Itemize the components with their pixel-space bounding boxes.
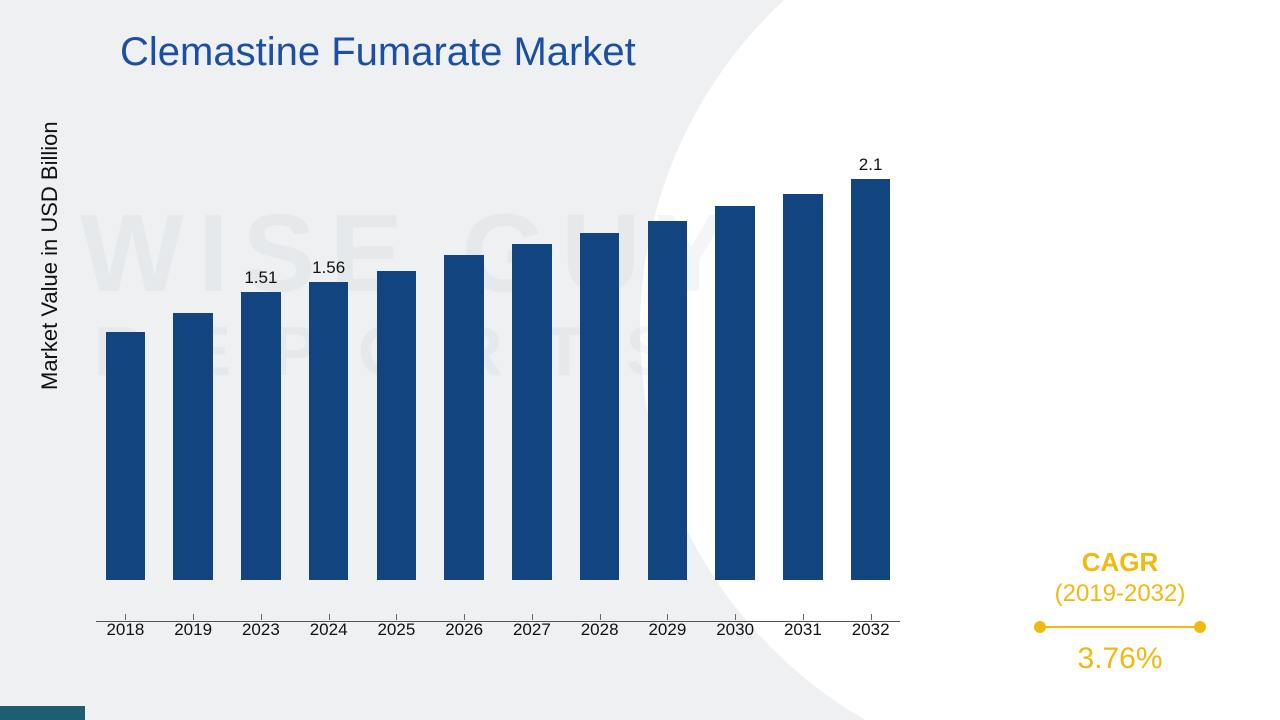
plot-area: 1.51 1.56 2.1: [96, 160, 900, 580]
bar-wrap: [371, 271, 422, 580]
cagr-divider: [1040, 626, 1200, 628]
bar: [851, 179, 891, 580]
bar-wrap: 1.56: [303, 282, 354, 580]
bar-chart: Market Value in USD Billion 1.511.562.1 …: [60, 160, 900, 620]
y-axis-label: Market Value in USD Billion: [37, 121, 63, 390]
bar-value-label: 1.56: [312, 258, 345, 278]
bar-wrap: [778, 194, 829, 580]
bar: [241, 292, 281, 580]
logo-subtitle: REPORTS: [986, 72, 1256, 93]
head-dots-icon: [1210, 18, 1256, 74]
bar-wrap: [100, 332, 151, 580]
brand-logo: WISE GUY REPORTS: [986, 18, 1256, 93]
bar: [309, 282, 349, 580]
cagr-block: CAGR (2019-2032) 3.76%: [1020, 547, 1220, 676]
bar: [648, 221, 688, 580]
x-tick-label: 2024: [303, 620, 354, 654]
stage: WISE GUY REPORTS Clemastine Fumarate Mar…: [0, 0, 1280, 720]
bar-wrap: 2.1: [845, 179, 896, 580]
cagr-title: CAGR: [1020, 547, 1220, 578]
bar-wrap: [439, 255, 490, 580]
cagr-range: (2019-2032): [1020, 580, 1220, 608]
x-tick-label: 2031: [778, 620, 829, 654]
x-tick-label: 2032: [845, 620, 896, 654]
x-tick-label: 2029: [642, 620, 693, 654]
bar: [106, 332, 146, 580]
bar: [715, 206, 755, 580]
bottom-accent-strip: [0, 706, 85, 720]
x-tick-label: 2026: [439, 620, 490, 654]
x-tick-label: 2027: [507, 620, 558, 654]
x-tick-label: 2028: [574, 620, 625, 654]
bar: [173, 313, 213, 580]
x-tick-label: 2018: [100, 620, 151, 654]
x-tick-label: 2030: [710, 620, 761, 654]
bar-value-label: 2.1: [859, 155, 883, 175]
x-axis: 2018 2019 2023 2024 2025 2026 2027 2028 2029 2030…: [96, 620, 900, 654]
bar-wrap: [642, 221, 693, 580]
logo-word-1: WISE: [1022, 27, 1117, 66]
bar-value-label: 1.51: [244, 268, 277, 288]
bar-wrap: [168, 313, 219, 580]
chart-title: Clemastine Fumarate Market: [120, 30, 636, 75]
bar: [783, 194, 823, 580]
bar: [444, 255, 484, 580]
x-tick-label: 2019: [168, 620, 219, 654]
bar: [512, 244, 552, 580]
bar-wrap: [710, 206, 761, 580]
bar: [377, 271, 417, 580]
cagr-value: 3.76%: [1020, 642, 1220, 676]
bar-wrap: [507, 244, 558, 580]
x-tick-label: 2023: [236, 620, 287, 654]
x-tick-label: 2025: [371, 620, 422, 654]
bar-wrap: [574, 233, 625, 580]
bar-wrap: 1.51: [236, 292, 287, 580]
bar: [580, 233, 620, 580]
bars-container: 1.51 1.56 2.1: [96, 160, 900, 580]
logo-word-2: GUY: [1125, 27, 1202, 66]
